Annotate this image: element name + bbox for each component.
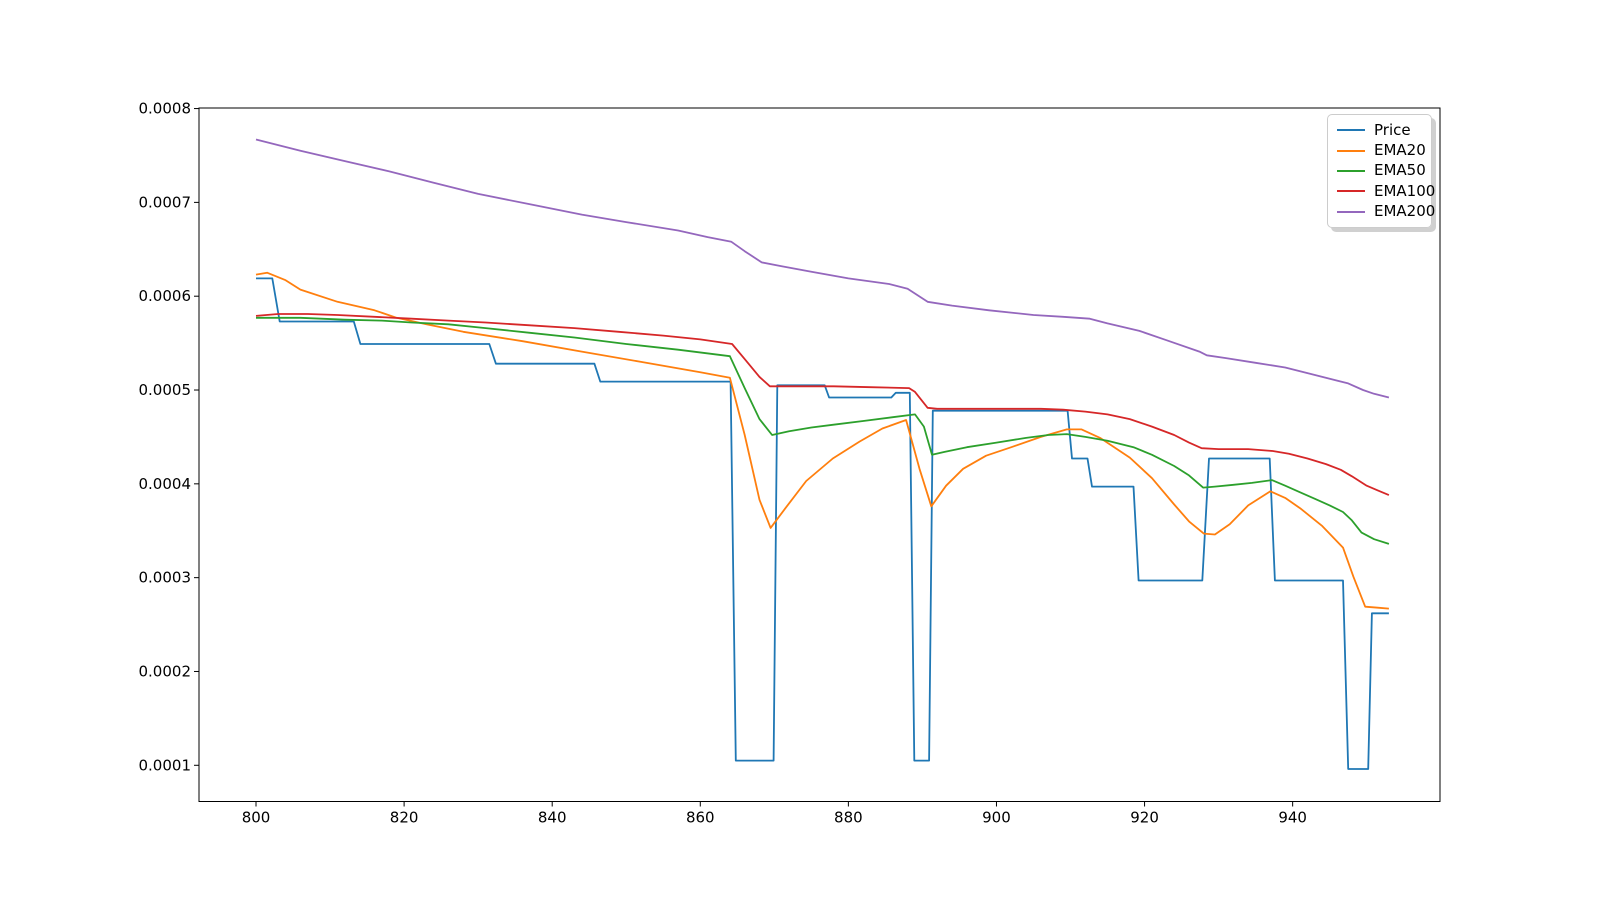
y-tick-label: 0.0006 xyxy=(139,287,192,305)
x-tick-label: 940 xyxy=(1278,809,1307,827)
y-tick-label: 0.0008 xyxy=(139,100,192,118)
legend-label: EMA50 xyxy=(1374,161,1426,180)
legend-label: EMA20 xyxy=(1374,141,1426,160)
x-tick-label: 900 xyxy=(982,809,1011,827)
series-line-ema200 xyxy=(255,138,1390,399)
legend-line-sample-price xyxy=(1337,129,1365,132)
legend-entry-ema50: EMA50 xyxy=(1337,161,1426,181)
x-tick-label: 920 xyxy=(1130,809,1159,827)
y-tick-label: 0.0005 xyxy=(139,381,192,399)
legend-entry-ema20: EMA20 xyxy=(1337,140,1426,160)
series-line-ema20 xyxy=(255,271,1389,610)
y-tick-label: 0.0002 xyxy=(139,662,192,680)
series-line-ema50 xyxy=(256,316,1390,545)
legend-line-sample-ema200 xyxy=(1337,210,1365,213)
y-tick-label: 0.0003 xyxy=(139,569,192,587)
legend-label: EMA200 xyxy=(1374,202,1436,221)
y-tick-label: 0.0001 xyxy=(139,756,192,774)
legend-line-sample-ema100 xyxy=(1337,190,1365,193)
legend-label: Price xyxy=(1374,120,1411,139)
legend-label: EMA100 xyxy=(1374,181,1436,200)
y-tick-label: 0.0007 xyxy=(139,193,192,211)
x-tick-label: 800 xyxy=(242,809,271,827)
legend: Price EMA20 EMA50 EMA100 EMA200 xyxy=(1327,114,1435,228)
legend-line-sample-ema50 xyxy=(1337,169,1365,172)
x-tick-label: 880 xyxy=(834,809,863,827)
legend-entry-price: Price xyxy=(1337,120,1423,140)
y-tick-label: 0.0004 xyxy=(139,475,192,493)
legend-entry-ema200: EMA200 xyxy=(1337,202,1435,222)
plot-border xyxy=(198,107,1441,802)
x-tick-label: 820 xyxy=(390,809,419,827)
x-tick-label: 860 xyxy=(686,809,715,827)
legend-line-sample-ema20 xyxy=(1337,149,1365,152)
x-tick-label: 840 xyxy=(538,809,567,827)
series-line-ema100 xyxy=(255,313,1390,496)
legend-entry-ema100: EMA100 xyxy=(1337,181,1435,201)
series-line-price xyxy=(256,277,1389,770)
